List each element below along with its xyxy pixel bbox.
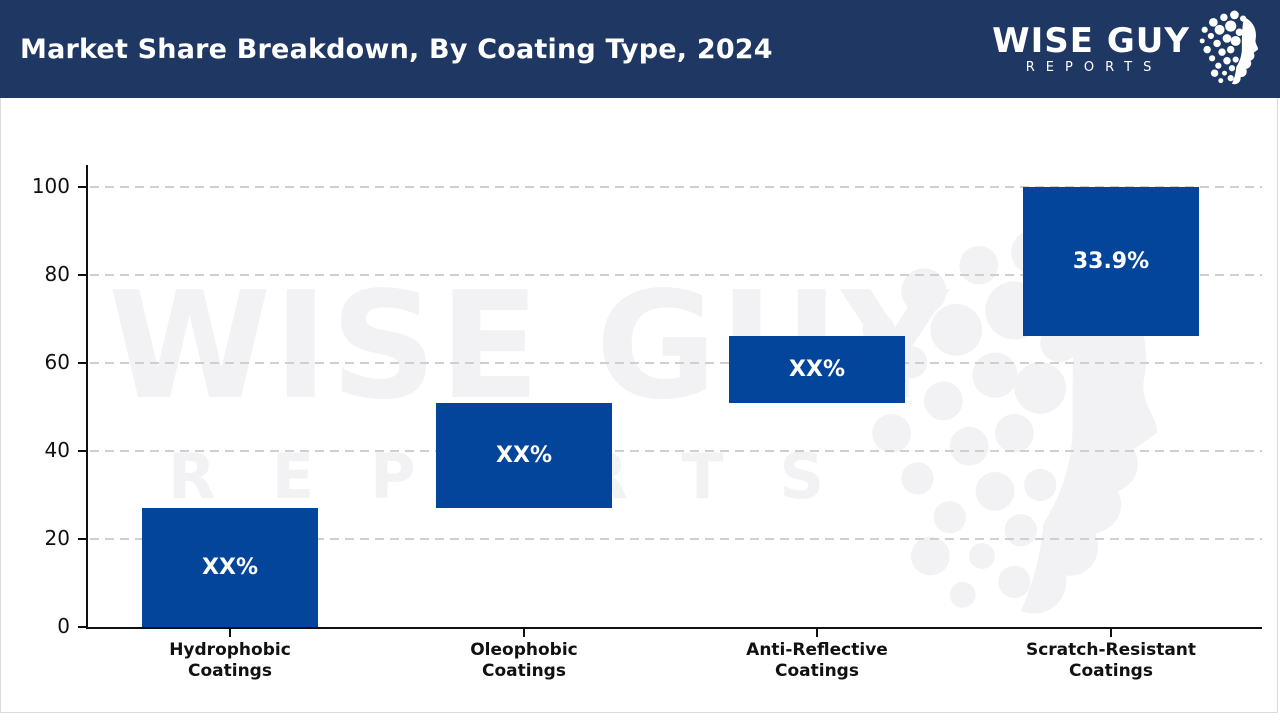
brand-logo-sub: REPORTS [1025,60,1163,75]
category-label: Anti-Reflective Coatings [746,640,888,682]
x-tick-mark [523,629,525,637]
category-label: Oleophobic Coatings [470,640,578,682]
page-title: Market Share Breakdown, By Coating Type,… [20,33,773,65]
bar-value-label: XX% [202,554,258,580]
brand-logo: WISE GUY REPORTS [992,8,1258,90]
waterfall-bar: XX% [142,507,318,627]
y-gridline [90,186,1262,188]
brand-logo-main: WISE GUY [992,21,1190,61]
y-tick-label: 100 [31,174,70,198]
y-axis-line [86,165,88,629]
x-tick-mark [1110,629,1112,637]
waterfall-bar: XX% [436,403,612,508]
bar-value-label: 33.9% [1072,249,1150,275]
category-label: Scratch-Resistant Coatings [1025,640,1197,682]
x-tick-mark [816,629,818,637]
y-tick-label: 80 [44,262,70,286]
category-label: Hydrophobic Coatings [169,640,291,682]
y-tick-label: 60 [44,350,70,374]
y-gridline [90,362,1262,364]
y-gridline [90,274,1262,276]
y-tick-label: 0 [57,614,70,638]
y-tick-mark [78,274,86,276]
bar-value-label: XX% [789,357,845,383]
x-axis-line [86,627,1262,629]
bar-value-label: XX% [496,443,552,469]
y-tick-label: 20 [44,526,70,550]
waterfall-bar: XX% [729,336,905,404]
y-gridline [90,538,1262,540]
x-tick-mark [229,629,231,637]
brand-logo-text: WISE GUY REPORTS [992,24,1190,74]
y-tick-mark [78,186,86,188]
face-dots-icon [1199,10,1258,85]
y-gridline [90,450,1262,452]
y-tick-mark [78,450,86,452]
y-tick-mark [78,362,86,364]
y-tick-mark [78,626,86,628]
y-tick-label: 40 [44,438,70,462]
y-tick-mark [78,538,86,540]
header-bar: Market Share Breakdown, By Coating Type,… [0,0,1280,98]
waterfall-bar: 33.9% [1023,187,1199,337]
